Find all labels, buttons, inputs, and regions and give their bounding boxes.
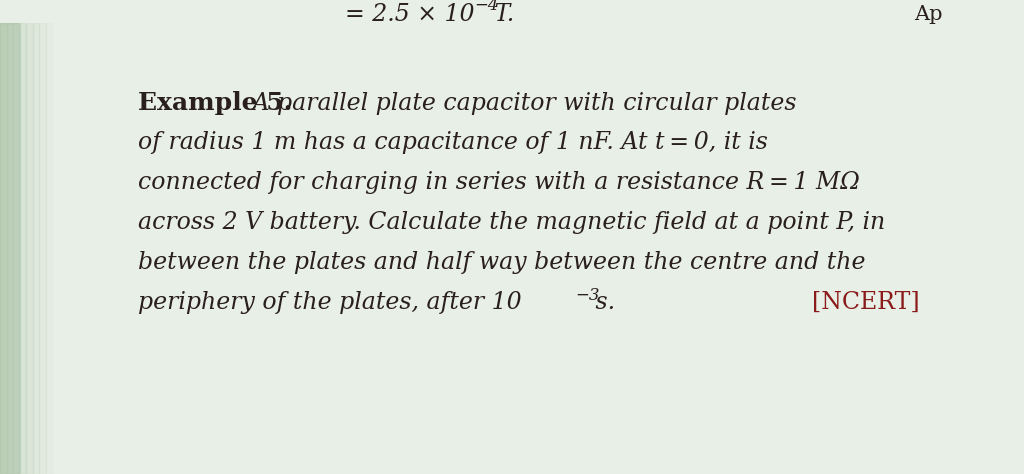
Text: [NCERT]: [NCERT] xyxy=(812,292,920,314)
Text: connected for charging in series with a resistance R = 1 MΩ: connected for charging in series with a … xyxy=(138,172,860,194)
Bar xyxy=(27,23,33,474)
Bar xyxy=(33,23,39,474)
Text: Ap: Ap xyxy=(914,5,942,24)
Bar xyxy=(0,23,6,474)
Bar xyxy=(6,23,13,474)
Text: T.: T. xyxy=(487,3,514,26)
Text: periphery of the plates, after 10: periphery of the plates, after 10 xyxy=(138,292,522,314)
Text: across 2 V battery. Calculate the magnetic field at a point P, in: across 2 V battery. Calculate the magnet… xyxy=(138,211,886,234)
Text: of radius 1 m has a capacitance of 1 nF. At t = 0, it is: of radius 1 m has a capacitance of 1 nF.… xyxy=(138,131,768,155)
Text: Example 5.: Example 5. xyxy=(138,91,293,115)
Bar xyxy=(39,23,46,474)
Text: between the plates and half way between the centre and the: between the plates and half way between … xyxy=(138,251,865,274)
Bar xyxy=(19,23,27,474)
Text: A parallel plate capacitor with circular plates: A parallel plate capacitor with circular… xyxy=(246,91,797,115)
Text: s.: s. xyxy=(588,292,615,314)
Text: = 2.5 × 10: = 2.5 × 10 xyxy=(345,3,475,26)
Bar xyxy=(0,23,18,474)
Text: −4: −4 xyxy=(474,0,499,14)
Text: −3: −3 xyxy=(574,287,599,304)
Bar xyxy=(13,23,19,474)
Bar xyxy=(46,23,52,474)
